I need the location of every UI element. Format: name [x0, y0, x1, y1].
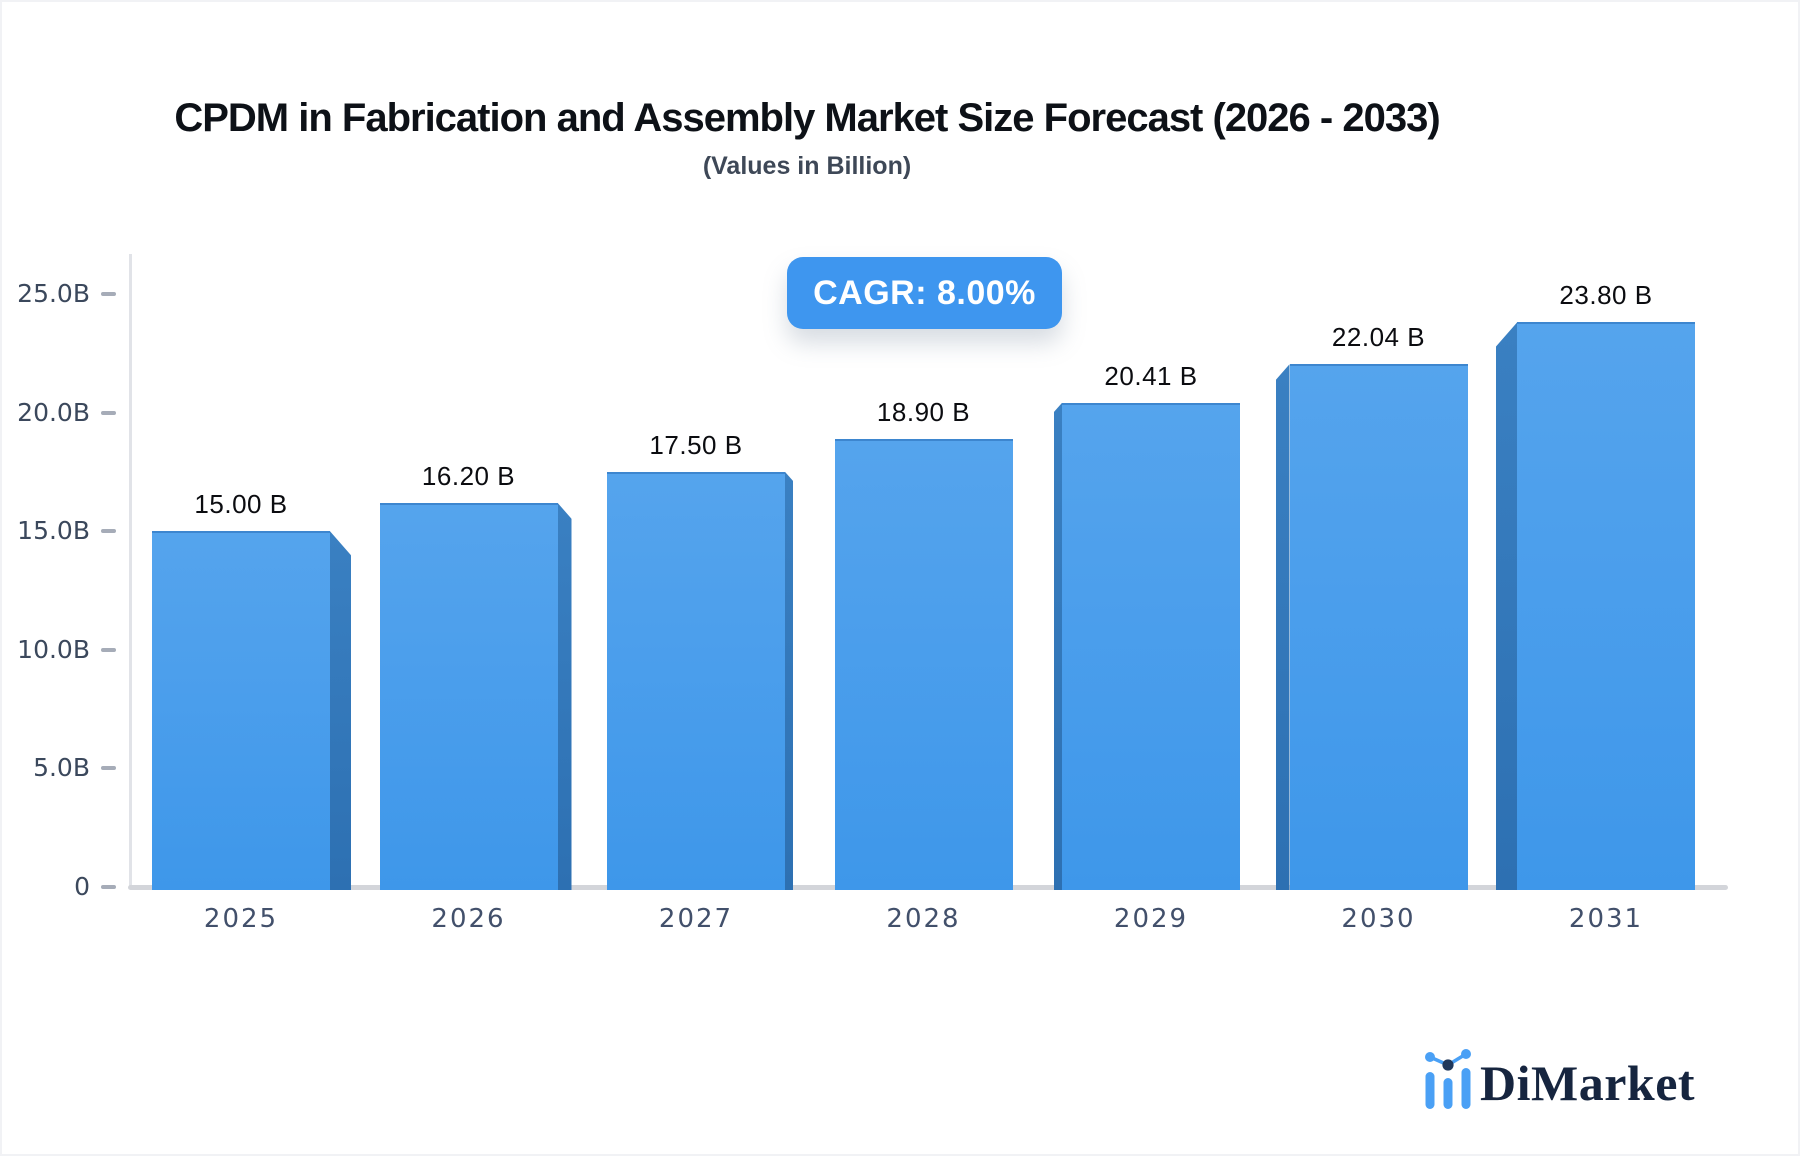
bar-value-label: 20.41 B [1104, 360, 1198, 391]
cagr-badge: CAGR: 8.00% [787, 257, 1062, 329]
bar-side-face [1054, 402, 1062, 890]
x-axis-label: 2030 [1341, 904, 1416, 934]
y-tick-mark [101, 647, 116, 652]
bar-side-face [1496, 322, 1517, 890]
bar-value-label: 17.50 B [649, 429, 743, 460]
bar-2026[interactable] [379, 502, 558, 890]
bar-value-label: 16.20 B [421, 460, 516, 491]
bar-value-label: 18.90 B [876, 396, 971, 427]
y-tick-mark [101, 292, 116, 296]
bar-2031[interactable] [1517, 322, 1695, 890]
bar-side-face [1275, 364, 1290, 890]
x-axis-label: 2028 [886, 904, 961, 934]
bar-2029[interactable] [1062, 402, 1240, 890]
bar-value-label: 15.00 B [194, 489, 288, 520]
y-tick-label: 20.0B [17, 397, 90, 427]
y-tick-label: 5.0B [33, 753, 90, 783]
bar-side-face [330, 531, 351, 890]
logo: DiMarket [1425, 1046, 1695, 1110]
bar-side-face [557, 502, 572, 890]
y-tick-label: 0 [74, 872, 90, 901]
x-axis-label: 2029 [1113, 904, 1189, 934]
y-tick-label: 25.0B [17, 279, 90, 308]
y-axis-line [129, 254, 132, 887]
x-axis-label: 2027 [658, 904, 734, 934]
chart-title: CPDM in Fabrication and Assembly Market … [174, 96, 1440, 140]
y-tick-label: 10.0B [17, 634, 90, 664]
y-tick-mark [101, 766, 116, 771]
y-tick-label: 15.0B [17, 516, 90, 546]
cagr-badge-label: CAGR: 8.00% [813, 273, 1036, 312]
bar-value-label: 23.80 B [1559, 280, 1653, 311]
bar-2028[interactable] [834, 438, 1013, 890]
bar-2027[interactable] [607, 471, 785, 890]
chart-subtitle: (Values in Billion) [702, 152, 912, 180]
bar-2025[interactable] [152, 531, 330, 890]
x-axis-label: 2025 [203, 904, 279, 934]
x-axis-label: 2031 [1568, 904, 1644, 934]
bar-side-face [785, 471, 793, 890]
y-tick-mark [101, 885, 116, 889]
logo-text: DiMarket [1480, 1055, 1696, 1111]
bar-value-label: 22.04 B [1331, 322, 1426, 353]
y-tick-mark [101, 529, 116, 534]
mini-bar-chart-icon [1425, 1049, 1471, 1109]
x-axis-label: 2026 [431, 904, 506, 934]
y-tick-mark [101, 410, 116, 415]
bar-2030[interactable] [1289, 364, 1468, 890]
